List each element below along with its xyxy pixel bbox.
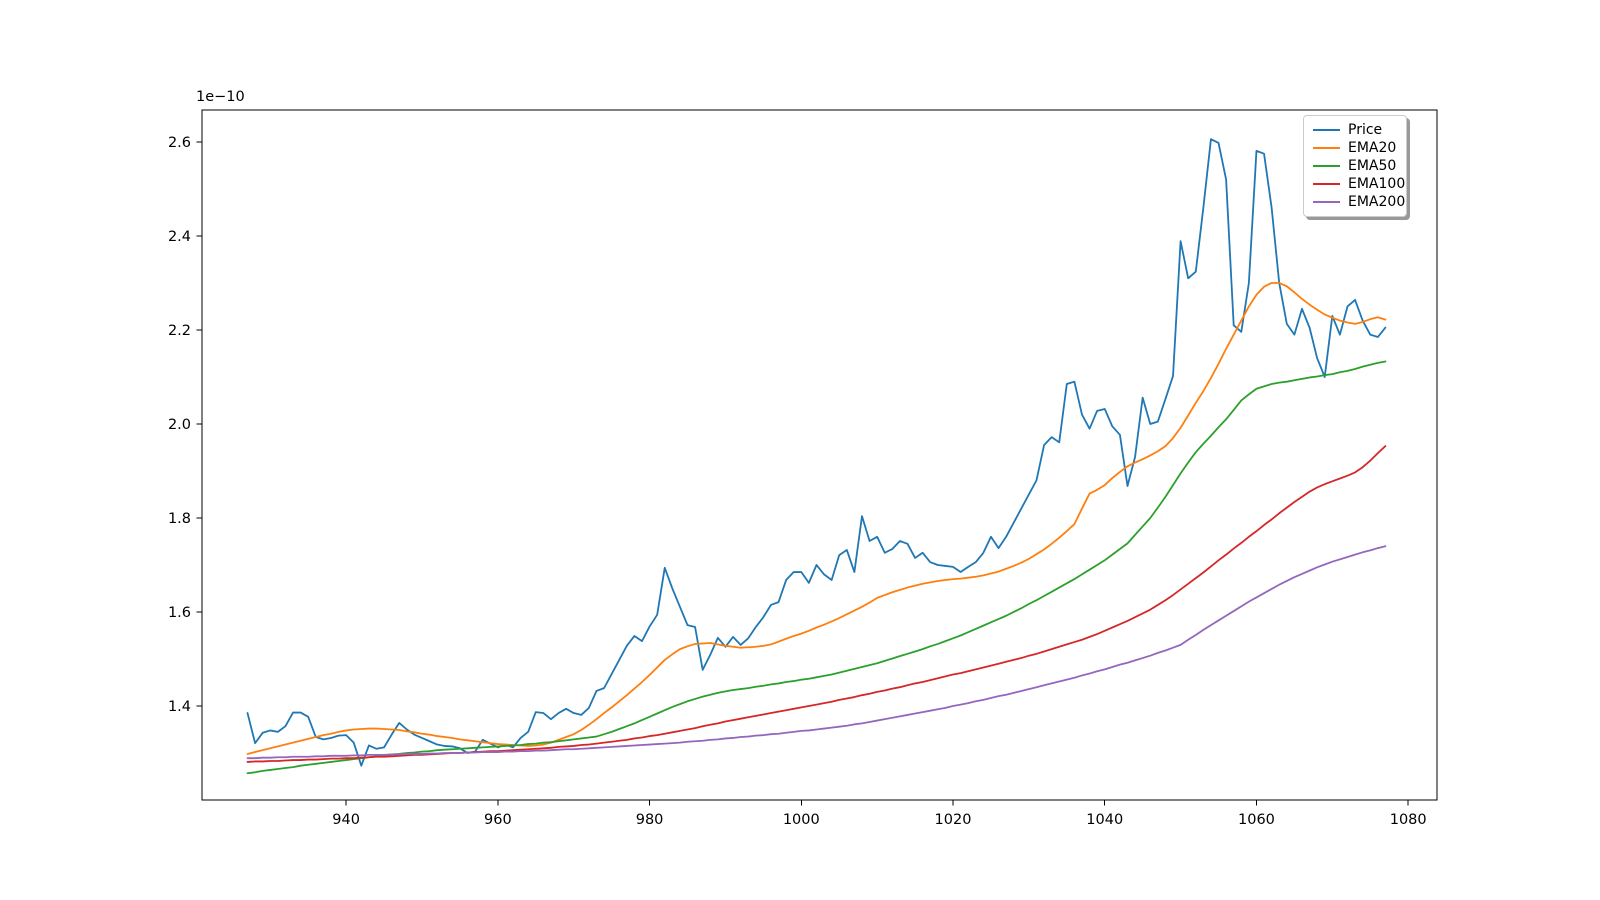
legend-label-ema200: EMA200 [1348,194,1406,210]
series-line-ema20 [246,282,1387,755]
legend-item-ema100: EMA100 [1313,175,1405,193]
y-tick-label: 1.8 [168,511,191,527]
x-tick-label: 960 [484,812,512,828]
series-line-ema50 [246,360,1387,775]
legend: Price EMA20 EMA50 EMA100 EMA200 [1303,115,1407,217]
plot-border [201,109,1438,801]
ema200-line-swatch [1313,201,1340,203]
y-tick-label: 2.2 [168,323,191,339]
ema50-line-swatch [1313,165,1340,167]
y-tick-label: 1.4 [168,699,191,715]
legend-label-ema100: EMA100 [1348,176,1406,192]
y-tick-label: 2.0 [168,417,191,433]
x-tick-label: 1000 [783,812,820,828]
legend-label-price: Price [1348,122,1383,138]
price-line-swatch [1313,129,1340,131]
series-line-price [246,138,1387,767]
x-tick-label: 1080 [1390,812,1427,828]
ema20-line-swatch [1313,147,1340,149]
series-line-ema200 [246,545,1387,760]
x-tick-label: 1040 [1086,812,1123,828]
y-tick-label: 2.4 [168,229,191,245]
x-tick-label: 940 [332,812,360,828]
x-tick-label: 980 [636,812,664,828]
legend-item-price: Price [1313,121,1398,139]
ema100-line-swatch [1313,183,1340,185]
y-tick-label: 1.6 [168,605,191,621]
legend-label-ema50: EMA50 [1348,158,1397,174]
series-line-ema100 [246,445,1387,763]
y-tick-label: 2.6 [168,135,191,151]
legend-item-ema200: EMA200 [1313,193,1405,211]
y-axis-offset-label: 1e−10 [196,89,245,105]
legend-item-ema20: EMA20 [1313,139,1398,157]
x-tick-label: 1060 [1238,812,1275,828]
x-tick-label: 1020 [935,812,972,828]
legend-label-ema20: EMA20 [1348,140,1397,156]
legend-item-ema50: EMA50 [1313,157,1398,175]
